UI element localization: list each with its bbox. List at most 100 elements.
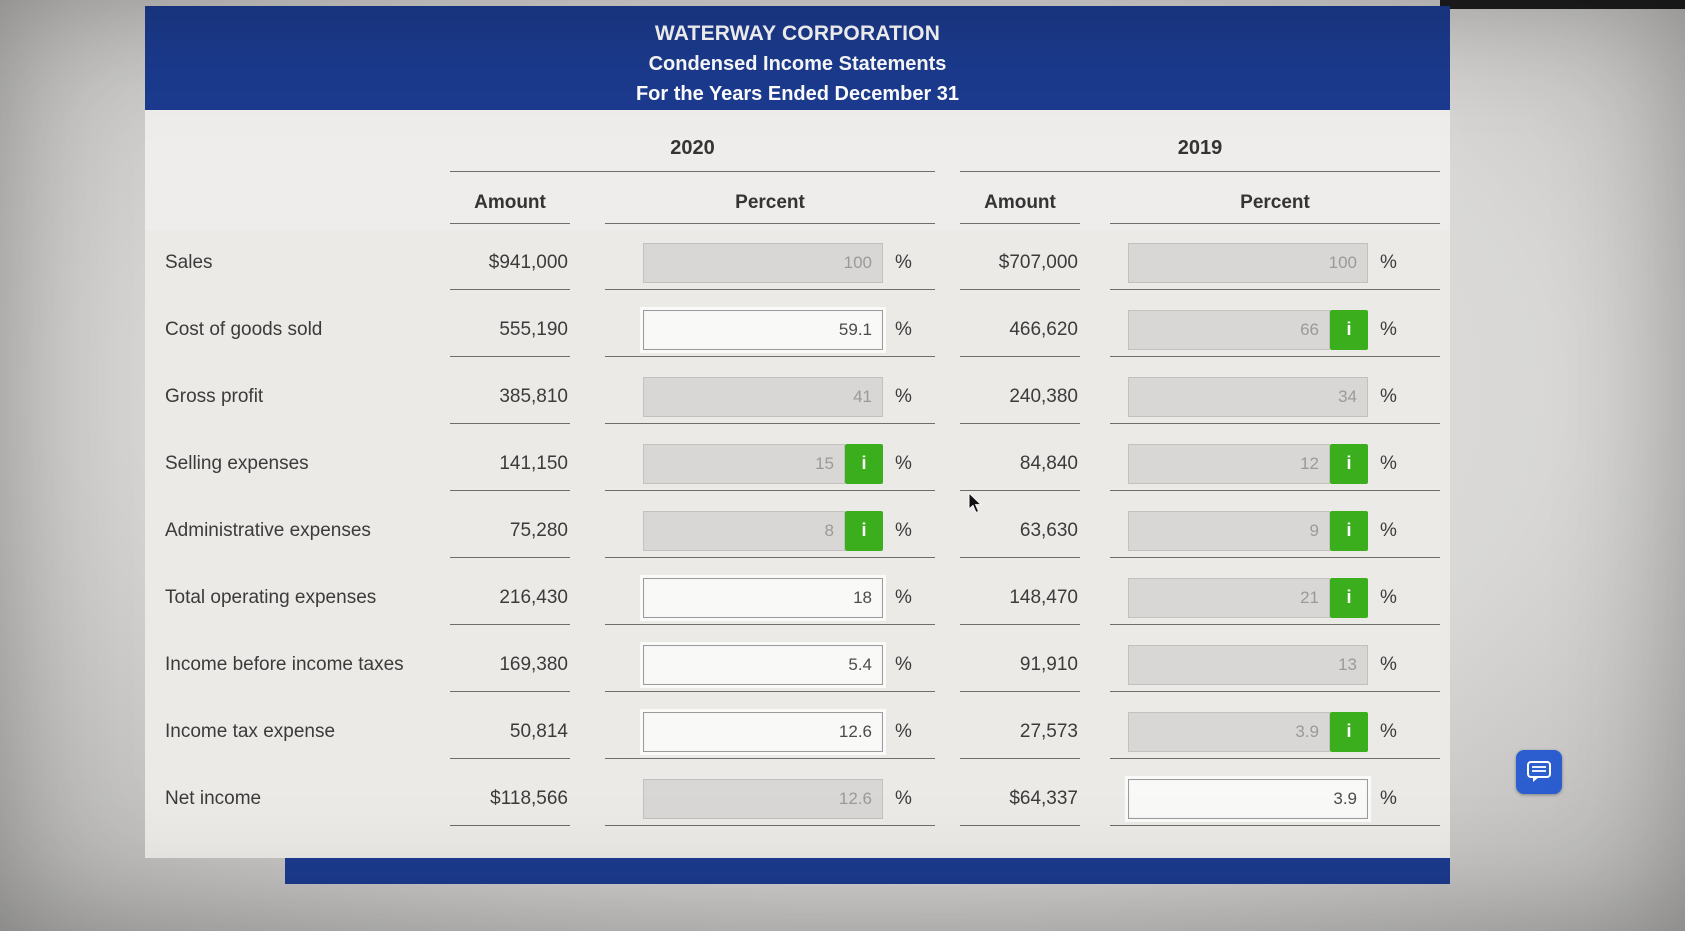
row-label: Net income [165, 788, 262, 809]
percent-sign-2019: % [1380, 586, 1397, 608]
statement-header: WATERWAY CORPORATION Condensed Income St… [145, 6, 1450, 110]
table-row: Cost of goods sold 555,190 % 466,620 i % [145, 303, 1450, 357]
percent-sign-2020: % [895, 452, 912, 474]
percent-input-2019[interactable] [1128, 309, 1330, 350]
table-row: Selling expenses 141,150 i % 84,840 i % [145, 437, 1450, 491]
info-badge-2019[interactable]: i [1330, 443, 1368, 484]
info-badge-2020[interactable]: i [845, 510, 883, 551]
row-label: Income tax expense [165, 721, 336, 742]
percent-sign-2019: % [1380, 519, 1397, 541]
table-row: Gross profit 385,810 % 240,380 % [145, 370, 1450, 424]
percent-box-group-2019 [1128, 376, 1368, 417]
percent-input-2020[interactable] [643, 443, 845, 484]
chat-bubble-icon [1527, 761, 1551, 782]
percent-sign-2019: % [1380, 251, 1397, 273]
percent-sign-2019: % [1380, 385, 1397, 407]
amount-value-2019: 27,573 [960, 705, 1080, 759]
row-label: Administrative expenses [165, 520, 371, 541]
percent-header-2019: Percent [1110, 182, 1440, 224]
percent-input-2019[interactable] [1128, 443, 1330, 484]
amount-value-2020: 385,810 [450, 370, 570, 424]
percent-sign-2020: % [895, 720, 912, 742]
amount-value-2019: 91,910 [960, 638, 1080, 692]
info-badge-2019[interactable]: i [1330, 711, 1368, 752]
table-row: Administrative expenses 75,280 i % 63,63… [145, 504, 1450, 558]
percent-sign-2020: % [895, 385, 912, 407]
percent-input-2020[interactable] [643, 644, 883, 685]
amount-value-2020: 75,280 [450, 504, 570, 558]
table-body: Sales $941,000 % $707,000 % Cost of good… [145, 236, 1450, 826]
percent-cell-2020: % [605, 236, 935, 290]
percent-sign-2019: % [1380, 452, 1397, 474]
percent-cell-2019: % [1110, 772, 1440, 826]
amount-value-2019: 240,380 [960, 370, 1080, 424]
info-badge-2019[interactable]: i [1330, 577, 1368, 618]
percent-box-group-2019: i [1128, 309, 1368, 350]
info-badge-2019[interactable]: i [1330, 510, 1368, 551]
percent-cell-2020: % [605, 638, 935, 692]
statement-title: Condensed Income Statements [648, 53, 947, 75]
percent-input-2020[interactable] [643, 711, 883, 752]
percent-sign-2020: % [895, 653, 912, 675]
amount-header-2019: Amount [960, 182, 1080, 224]
percent-box-group-2020: i [643, 510, 883, 551]
table-row: Net income $118,566 % $64,337 % [145, 772, 1450, 826]
percent-sign-2020: % [895, 318, 912, 340]
row-label: Cost of goods sold [165, 319, 323, 340]
percent-input-2019[interactable] [1128, 778, 1368, 819]
percent-input-2019[interactable] [1128, 242, 1368, 283]
table-row: Total operating expenses 216,430 % 148,4… [145, 571, 1450, 625]
amount-value-2019: $707,000 [960, 236, 1080, 290]
percent-box-group-2020 [643, 376, 883, 417]
info-badge-2019[interactable]: i [1330, 309, 1368, 350]
percent-cell-2020: % [605, 705, 935, 759]
statement-period: For the Years Ended December 31 [635, 83, 960, 105]
percent-sign-2019: % [1380, 787, 1397, 809]
percent-input-2019[interactable] [1128, 711, 1330, 752]
amount-value-2020: 169,380 [450, 638, 570, 692]
percent-cell-2019: i % [1110, 571, 1440, 625]
table-row: Sales $941,000 % $707,000 % [145, 236, 1450, 290]
row-label: Sales [165, 252, 213, 273]
chat-button[interactable] [1516, 750, 1562, 794]
amount-value-2020: 216,430 [450, 571, 570, 625]
percent-box-group-2020 [643, 778, 883, 819]
percent-sign-2019: % [1380, 720, 1397, 742]
percent-input-2019[interactable] [1128, 577, 1330, 618]
percent-sign-2020: % [895, 251, 912, 273]
table-row: Income before income taxes 169,380 % 91,… [145, 638, 1450, 692]
percent-input-2020[interactable] [643, 577, 883, 618]
income-statement-table: 2020 2019 Amount Percent Amount Percent … [145, 110, 1450, 826]
info-badge-2020[interactable]: i [845, 443, 883, 484]
year-header-2019: 2019 [960, 126, 1440, 172]
percent-cell-2019: i % [1110, 437, 1440, 491]
percent-cell-2020: % [605, 370, 935, 424]
percent-sign-2020: % [895, 519, 912, 541]
percent-box-group-2020 [643, 577, 883, 618]
percent-box-group-2019 [1128, 242, 1368, 283]
percent-cell-2020: % [605, 303, 935, 357]
percent-input-2020[interactable] [643, 376, 883, 417]
percent-cell-2019: i % [1110, 705, 1440, 759]
percent-box-group-2019: i [1128, 711, 1368, 752]
percent-input-2019[interactable] [1128, 376, 1368, 417]
year-header-row: 2020 2019 [145, 126, 1450, 172]
percent-input-2019[interactable] [1128, 644, 1368, 685]
percent-input-2020[interactable] [643, 309, 883, 350]
percent-input-2020[interactable] [643, 242, 883, 283]
percent-box-group-2019 [1128, 644, 1368, 685]
percent-input-2020[interactable] [643, 778, 883, 819]
row-label: Selling expenses [165, 453, 309, 474]
amount-value-2020: 50,814 [450, 705, 570, 759]
percent-cell-2019: i % [1110, 504, 1440, 558]
percent-input-2019[interactable] [1128, 510, 1330, 551]
screen-bezel [1440, 0, 1685, 9]
percent-cell-2019: i % [1110, 303, 1440, 357]
next-section-header-strip [285, 858, 1450, 884]
percent-cell-2019: % [1110, 236, 1440, 290]
percent-input-2020[interactable] [643, 510, 845, 551]
percent-cell-2020: i % [605, 437, 935, 491]
amount-value-2019: 148,470 [960, 571, 1080, 625]
column-header-row: Amount Percent Amount Percent [145, 182, 1450, 224]
